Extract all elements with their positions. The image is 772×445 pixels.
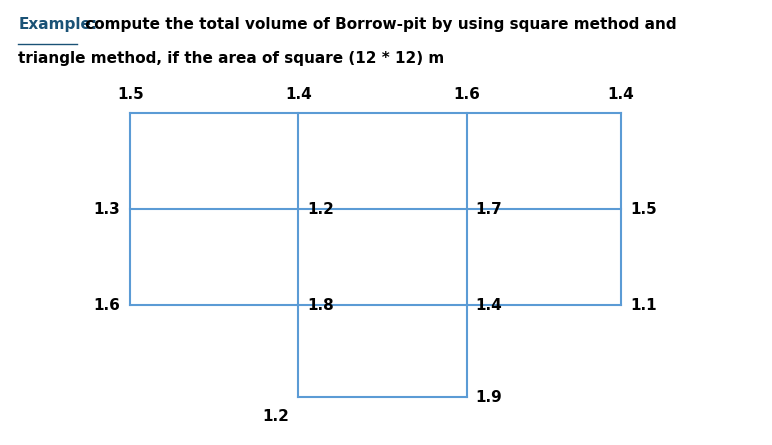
Text: 1.2: 1.2 (262, 409, 290, 424)
Text: 1.7: 1.7 (476, 202, 503, 217)
Text: compute the total volume of Borrow-pit by using square method and: compute the total volume of Borrow-pit b… (80, 17, 676, 32)
Text: 1.9: 1.9 (476, 390, 503, 405)
Text: 1.4: 1.4 (285, 86, 312, 101)
Text: 1.6: 1.6 (93, 298, 120, 313)
Text: triangle method, if the area of square (12 * 12) m: triangle method, if the area of square (… (19, 51, 445, 66)
Text: 1.5: 1.5 (630, 202, 657, 217)
Text: 1.1: 1.1 (630, 298, 656, 313)
Text: 1.6: 1.6 (453, 86, 480, 101)
Text: 1.8: 1.8 (307, 298, 334, 313)
Text: 1.3: 1.3 (93, 202, 120, 217)
Text: 1.2: 1.2 (307, 202, 334, 217)
Text: 1.4: 1.4 (608, 86, 634, 101)
Text: 1.5: 1.5 (117, 86, 144, 101)
Text: Example:: Example: (19, 17, 97, 32)
Text: 1.4: 1.4 (476, 298, 503, 313)
